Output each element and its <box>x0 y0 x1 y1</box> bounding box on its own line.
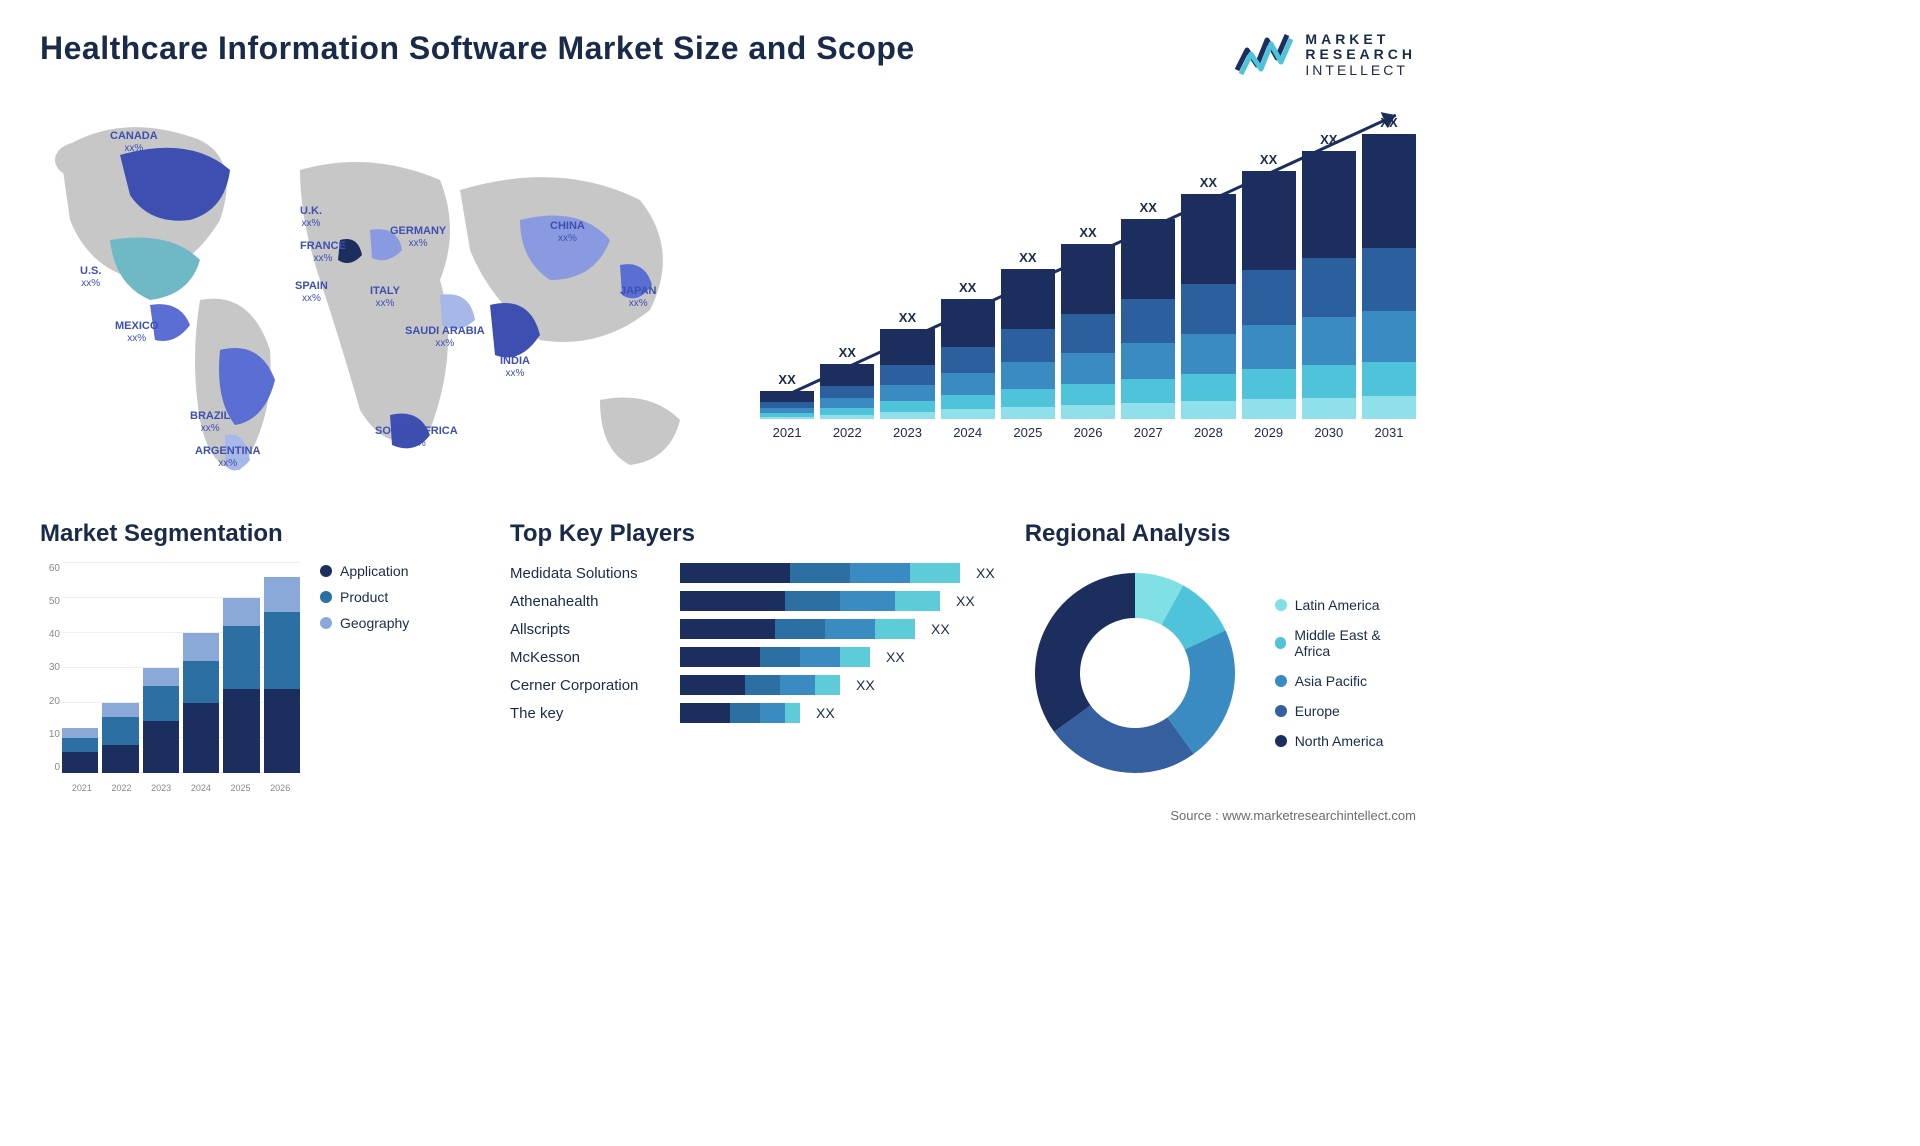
player-row: AllscriptsXX <box>510 619 995 639</box>
map-label: SOUTH AFRICAxx% <box>375 425 458 449</box>
map-label: FRANCExx% <box>300 240 346 264</box>
map-label: U.K.xx% <box>300 205 322 229</box>
regional-panel: Regional Analysis Latin America Middle Ea… <box>1025 520 1416 793</box>
segmentation-bar <box>264 577 300 773</box>
segmentation-panel: Market Segmentation 6050403020100 202120… <box>40 520 480 793</box>
logo-icon <box>1235 30 1295 80</box>
players-title: Top Key Players <box>510 520 995 548</box>
segmentation-chart: 6050403020100 202120222023202420252026 <box>40 563 300 793</box>
segmentation-bar <box>223 598 259 773</box>
legend-item: North America <box>1275 733 1416 749</box>
regional-title: Regional Analysis <box>1025 520 1416 548</box>
player-row: Medidata SolutionsXX <box>510 563 995 583</box>
header: Healthcare Information Software Market S… <box>40 30 1416 80</box>
player-row: The keyXX <box>510 703 995 723</box>
player-row: McKessonXX <box>510 647 995 667</box>
map-label: CANADAxx% <box>110 130 158 154</box>
legend-item: Geography <box>320 615 409 631</box>
page-title: Healthcare Information Software Market S… <box>40 30 915 67</box>
legend-item: Europe <box>1275 703 1416 719</box>
growth-chart: XX2021XX2022XX2023XX2024XX2025XX2026XX20… <box>760 100 1416 490</box>
segmentation-bar <box>183 633 219 773</box>
growth-bar: XX2026 <box>1061 225 1115 440</box>
growth-bar: XX2025 <box>1001 250 1055 440</box>
map-label: ARGENTINAxx% <box>195 445 260 469</box>
legend-item: Application <box>320 563 409 579</box>
growth-bar: XX2030 <box>1302 132 1356 440</box>
growth-bar: XX2028 <box>1181 175 1235 440</box>
logo-text: MARKET RESEARCH INTELLECT <box>1305 32 1416 78</box>
map-label: CHINAxx% <box>550 220 585 244</box>
segmentation-bar <box>143 668 179 773</box>
growth-bar: XX2021 <box>760 372 814 440</box>
growth-bar: XX2024 <box>941 280 995 440</box>
map-label: U.S.xx% <box>80 265 101 289</box>
growth-bar: XX2023 <box>880 310 934 440</box>
regional-legend: Latin America Middle East & Africa Asia Pa… <box>1275 597 1416 749</box>
growth-bar: XX2022 <box>820 345 874 440</box>
regional-donut <box>1025 563 1245 783</box>
map-label: SAUDI ARABIAxx% <box>405 325 485 349</box>
legend-item: Middle East & Africa <box>1275 627 1416 659</box>
map-label: INDIAxx% <box>500 355 530 379</box>
growth-bar: XX2029 <box>1242 152 1296 440</box>
map-label: SPAINxx% <box>295 280 328 304</box>
segmentation-bar <box>102 703 138 773</box>
map-label: GERMANYxx% <box>390 225 446 249</box>
growth-bar: XX2031 <box>1362 115 1416 440</box>
donut-slice <box>1035 573 1135 732</box>
brand-logo: MARKET RESEARCH INTELLECT <box>1235 30 1416 80</box>
segmentation-legend: Application Product Geography <box>320 563 409 793</box>
segmentation-bar <box>62 728 98 774</box>
segmentation-title: Market Segmentation <box>40 520 480 548</box>
players-panel: Top Key Players Medidata SolutionsXX Athe… <box>510 520 995 793</box>
legend-item: Product <box>320 589 409 605</box>
legend-item: Asia Pacific <box>1275 673 1416 689</box>
source-attribution: Source : www.marketresearchintellect.com <box>40 808 1416 823</box>
player-row: AthenahealthXX <box>510 591 995 611</box>
growth-bar: XX2027 <box>1121 200 1175 440</box>
map-label: BRAZILxx% <box>190 410 230 434</box>
map-label: JAPANxx% <box>620 285 656 309</box>
map-label: ITALYxx% <box>370 285 400 309</box>
map-label: MEXICOxx% <box>115 320 158 344</box>
player-row: Cerner CorporationXX <box>510 675 995 695</box>
world-map-panel: CANADAxx% U.S.xx% MEXICOxx% BRAZILxx% ARGENT… <box>40 100 720 490</box>
legend-item: Latin America <box>1275 597 1416 613</box>
